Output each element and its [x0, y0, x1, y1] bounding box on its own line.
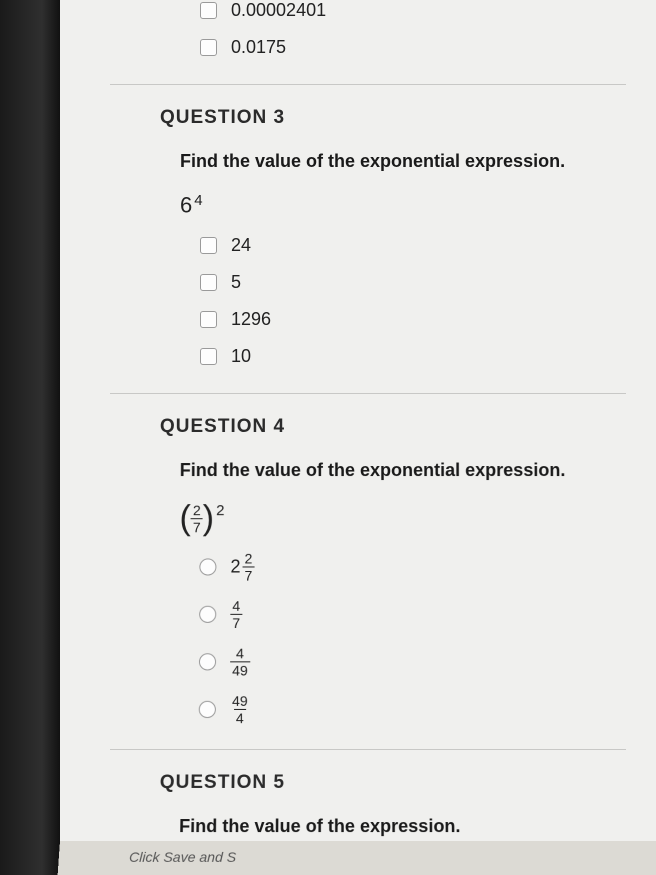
denominator: 7	[191, 517, 203, 533]
option-label: 2 2 7	[230, 551, 254, 582]
option-label: 5	[231, 272, 241, 293]
radio-icon[interactable]	[199, 700, 216, 717]
numerator: 49	[230, 693, 250, 708]
whole-part: 2	[230, 556, 240, 577]
checkbox-icon[interactable]	[200, 348, 217, 365]
question-prompt: Find the value of the exponential expres…	[110, 460, 627, 481]
paren-left: (	[179, 501, 191, 535]
expr-base: 6	[180, 193, 192, 218]
expr-exponent: 2	[216, 502, 224, 519]
checkbox-icon[interactable]	[200, 274, 217, 291]
quiz-screen: 0.00002401 0.0175 QUESTION 3 Find the va…	[60, 0, 656, 875]
q3-option[interactable]: 5	[110, 264, 626, 301]
option-label: 10	[231, 346, 251, 367]
question-title: QUESTION 5	[110, 772, 627, 794]
q4-option[interactable]: 49 4	[108, 685, 628, 733]
content-area: 0.00002401 0.0175 QUESTION 3 Find the va…	[60, 0, 656, 837]
q4-option[interactable]: 4 49	[108, 638, 627, 686]
denominator: 7	[242, 566, 254, 582]
denominator: 49	[230, 661, 250, 677]
footer-save-bar: Click Save and S	[58, 841, 656, 875]
q2-option[interactable]: 0.00002401	[110, 0, 626, 29]
question-4-block: QUESTION 4 Find the value of the exponen…	[108, 416, 628, 733]
radio-icon[interactable]	[199, 605, 216, 622]
fraction: 2 7	[242, 551, 254, 582]
q4-option[interactable]: 4 7	[109, 590, 628, 637]
q4-option[interactable]: 2 2 7	[109, 543, 627, 590]
option-label: 4 49	[230, 646, 250, 677]
numerator: 2	[243, 551, 255, 566]
expr-fraction: ( 2 7 )	[179, 501, 214, 535]
footer-text: Click Save and S	[129, 849, 237, 865]
checkbox-icon[interactable]	[200, 39, 217, 56]
fraction: 2 7	[191, 502, 203, 533]
option-label: 49 4	[230, 693, 250, 724]
numerator: 4	[234, 646, 246, 661]
question-5-block: QUESTION 5 Find the value of the express…	[109, 772, 628, 837]
q3-option[interactable]: 1296	[110, 301, 626, 338]
question-prompt: Find the value of the exponential expres…	[110, 151, 626, 172]
option-label: 1296	[231, 309, 271, 330]
option-label: 24	[231, 235, 251, 256]
divider	[110, 749, 626, 750]
divider	[110, 393, 626, 394]
option-label: 4 7	[230, 598, 242, 629]
option-label: 0.0175	[231, 37, 286, 58]
checkbox-icon[interactable]	[200, 2, 217, 19]
denominator: 4	[234, 709, 246, 725]
radio-icon[interactable]	[199, 558, 216, 575]
question-title: QUESTION 4	[110, 416, 626, 438]
expr-exponent: 4	[194, 192, 202, 209]
denominator: 7	[230, 614, 242, 630]
question-prompt: Find the value of the expression.	[109, 816, 628, 837]
question-title: QUESTION 3	[110, 107, 626, 129]
checkbox-icon[interactable]	[200, 237, 217, 254]
question-expression: 64	[110, 192, 626, 219]
divider	[110, 84, 626, 85]
q2-option[interactable]: 0.0175	[110, 29, 626, 66]
checkbox-icon[interactable]	[200, 311, 217, 328]
radio-icon[interactable]	[199, 653, 216, 670]
q3-option[interactable]: 10	[110, 338, 626, 375]
question-expression: ( 2 7 ) 2	[109, 501, 627, 535]
numerator: 2	[191, 502, 203, 517]
option-label: 0.00002401	[231, 0, 326, 21]
device-bezel	[0, 0, 60, 875]
q3-option[interactable]: 24	[110, 227, 626, 264]
numerator: 4	[230, 598, 242, 613]
paren-right: )	[203, 501, 214, 535]
